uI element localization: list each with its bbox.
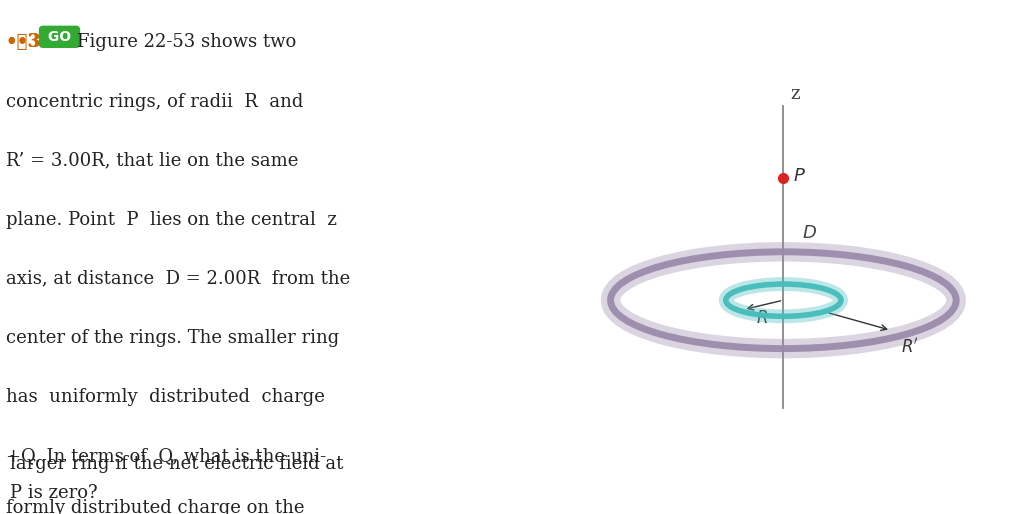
Text: Figure 22-53 shows two: Figure 22-53 shows two bbox=[78, 33, 297, 51]
Text: •⌀30: •⌀30 bbox=[6, 33, 53, 51]
Text: ••30: ••30 bbox=[6, 33, 54, 51]
Text: $D$: $D$ bbox=[802, 224, 817, 242]
Text: $R'$: $R'$ bbox=[901, 338, 919, 357]
Text: axis, at distance  D = 2.00R  from the: axis, at distance D = 2.00R from the bbox=[6, 270, 350, 288]
Text: plane. Point  P  lies on the central  z: plane. Point P lies on the central z bbox=[6, 211, 337, 229]
Text: has  uniformly  distributed  charge: has uniformly distributed charge bbox=[6, 388, 325, 406]
Text: R’ = 3.00R, that lie on the same: R’ = 3.00R, that lie on the same bbox=[6, 152, 298, 170]
Text: formly distributed charge on the: formly distributed charge on the bbox=[6, 499, 304, 514]
Text: z: z bbox=[791, 85, 800, 103]
Text: $R$: $R$ bbox=[756, 309, 768, 327]
Text: +Q. In terms of  Q, what is the uni-: +Q. In terms of Q, what is the uni- bbox=[6, 447, 326, 465]
Text: center of the rings. The smaller ring: center of the rings. The smaller ring bbox=[6, 329, 339, 347]
Text: larger ring if the net electric field at: larger ring if the net electric field at bbox=[10, 455, 344, 473]
Text: GO: GO bbox=[43, 30, 76, 44]
Text: concentric rings, of radii  R  and: concentric rings, of radii R and bbox=[6, 93, 303, 111]
Text: P is zero?: P is zero? bbox=[10, 484, 98, 502]
Text: $P$: $P$ bbox=[794, 168, 806, 186]
